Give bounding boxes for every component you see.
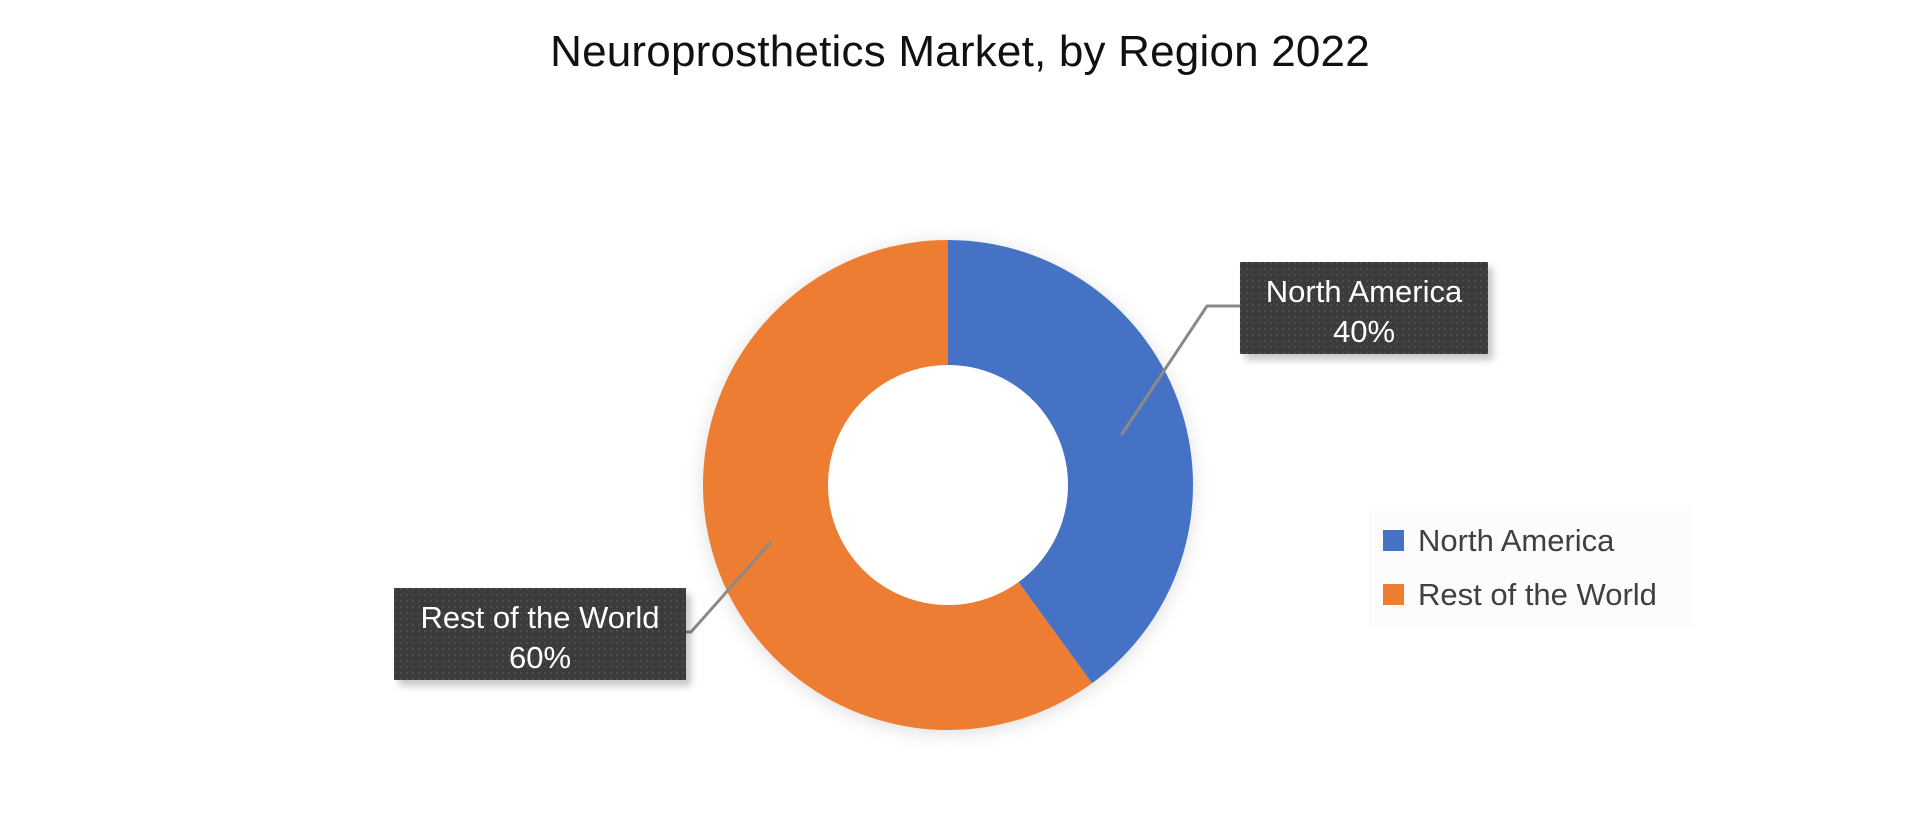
- legend-item-rest-of-the-world[interactable]: Rest of the World: [1383, 572, 1679, 616]
- legend-label-north-america: North America: [1418, 522, 1615, 558]
- legend-label-rest-of-the-world: Rest of the World: [1418, 576, 1657, 612]
- data-label-north-america-name: North America: [1265, 274, 1463, 309]
- data-label-rest-of-the-world: Rest of the World 60%: [394, 588, 686, 680]
- donut-svg: [703, 240, 1194, 731]
- legend-swatch-icon-rest-of-the-world: [1383, 583, 1404, 605]
- data-label-north-america-value: 40%: [1332, 313, 1396, 349]
- data-label-rest-of-the-world-name: Rest of the World: [420, 600, 660, 635]
- data-label-rest-of-the-world-value: 60%: [508, 639, 572, 675]
- chart-title: Neuroprosthetics Market, by Region 2022: [550, 27, 1370, 76]
- data-label-north-america: North America 40%: [1240, 262, 1488, 354]
- legend-item-north-america[interactable]: North America: [1383, 518, 1679, 562]
- legend-swatch-icon-north-america: [1383, 529, 1404, 551]
- donut-chart: [703, 240, 1194, 731]
- donut-hole: [828, 365, 1068, 605]
- chart-legend: North America Rest of the World: [1369, 506, 1693, 628]
